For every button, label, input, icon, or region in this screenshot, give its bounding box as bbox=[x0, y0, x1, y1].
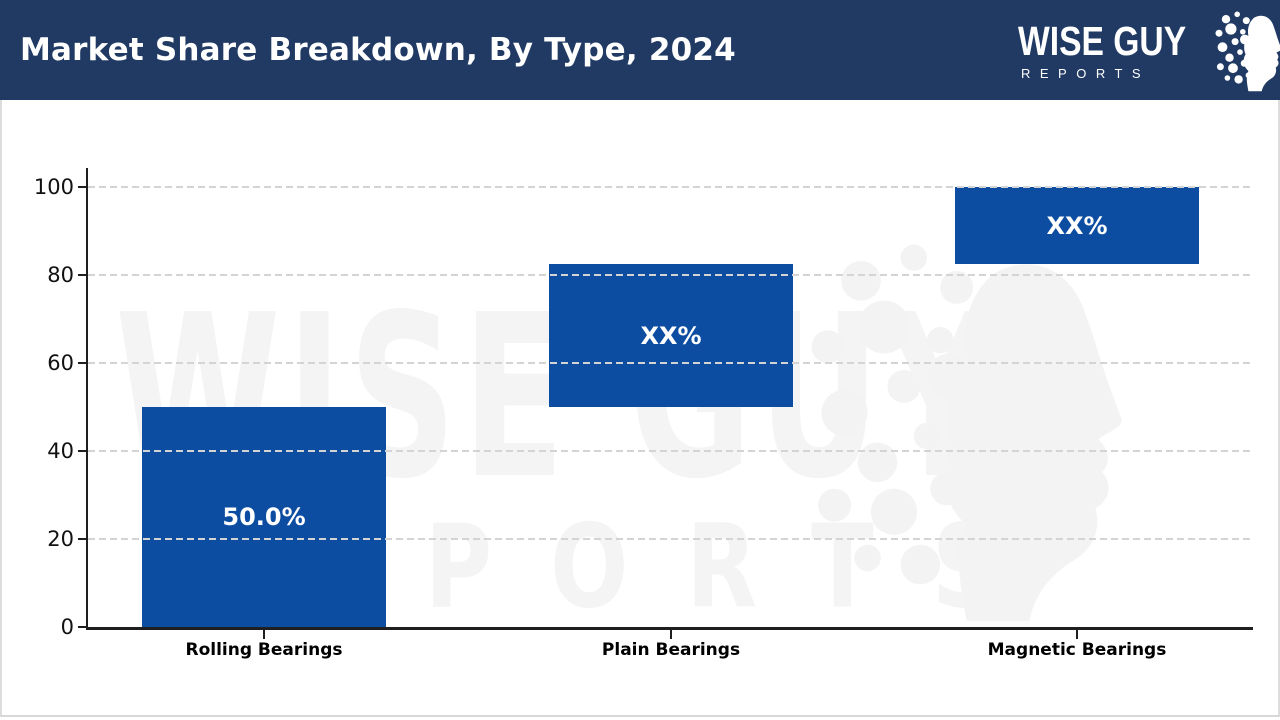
y-tick-mark bbox=[78, 626, 86, 628]
bar-value-label: 50.0% bbox=[222, 503, 306, 531]
wiseguy-logo: WISE GUY REPORTS bbox=[1018, 6, 1268, 94]
bar bbox=[549, 264, 793, 407]
y-tick-label: 60 bbox=[47, 351, 74, 375]
y-axis-spine bbox=[86, 168, 88, 627]
y-tick-mark bbox=[78, 538, 86, 540]
y-tick-label: 100 bbox=[33, 175, 74, 199]
x-axis-label: Magnetic Bearings bbox=[987, 640, 1167, 660]
chart-title: Market Share Breakdown, By Type, 2024 bbox=[20, 32, 736, 68]
y-tick-label: 20 bbox=[47, 527, 74, 551]
y-tick-label: 80 bbox=[47, 263, 74, 287]
x-axis-label: Plain Bearings bbox=[601, 640, 741, 660]
header-bar: Market Share Breakdown, By Type, 2024 WI… bbox=[0, 0, 1280, 100]
bar-value-label: XX% bbox=[1046, 211, 1108, 240]
x-tick-mark bbox=[263, 630, 265, 639]
logo-line2: REPORTS bbox=[1021, 65, 1151, 81]
watermark-face-icon bbox=[795, 228, 1125, 624]
gridline bbox=[88, 450, 1253, 452]
bar bbox=[955, 187, 1199, 264]
x-axis-spine bbox=[86, 627, 1253, 630]
y-tick-label: 40 bbox=[47, 439, 74, 463]
gridline bbox=[88, 186, 1253, 188]
gridline bbox=[88, 274, 1253, 276]
y-tick-label: 0 bbox=[60, 615, 74, 639]
x-tick-mark bbox=[670, 630, 672, 639]
x-axis-label: Rolling Bearings bbox=[185, 640, 343, 660]
gridline bbox=[88, 362, 1253, 364]
x-tick-mark bbox=[1076, 630, 1078, 639]
y-tick-mark bbox=[78, 274, 86, 276]
bar-value-label: XX% bbox=[640, 321, 702, 350]
logo-wordmark: WISE GUY REPORTS bbox=[1018, 17, 1223, 81]
y-tick-mark bbox=[78, 450, 86, 452]
bar bbox=[142, 407, 386, 627]
dotted-face-icon bbox=[1211, 8, 1280, 92]
gridline bbox=[88, 538, 1253, 540]
y-tick-mark bbox=[78, 362, 86, 364]
logo-line1: WISE GUY bbox=[1018, 17, 1187, 64]
y-tick-mark bbox=[78, 186, 86, 188]
